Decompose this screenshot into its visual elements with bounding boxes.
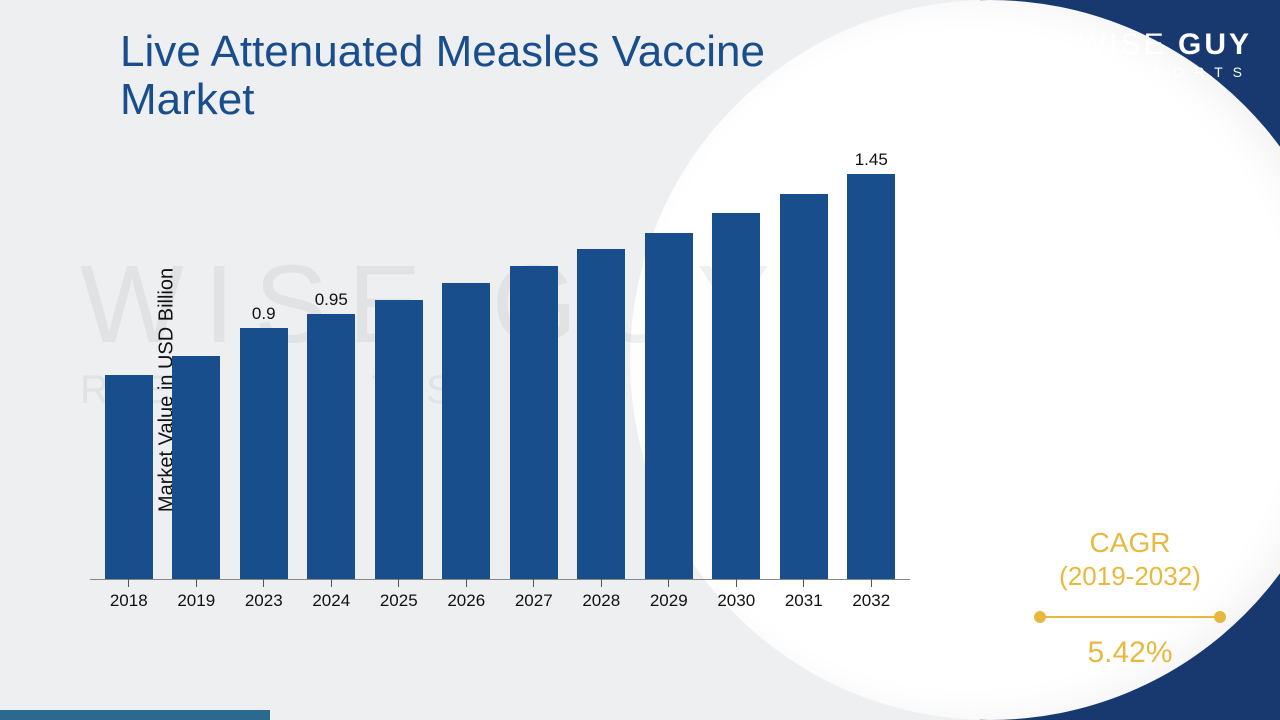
cagr-title: CAGR	[1020, 527, 1240, 559]
bar-wrap: 0.952024	[298, 160, 366, 579]
bar	[375, 300, 423, 579]
bar-wrap: 2027	[500, 160, 568, 579]
bar-wrap: 2026	[433, 160, 501, 579]
x-tick-mark	[533, 579, 534, 587]
bar	[510, 266, 558, 579]
bar-wrap: 2031	[770, 160, 838, 579]
bar-wrap: 2019	[163, 160, 231, 579]
x-tick-mark	[803, 579, 804, 587]
x-tick-mark	[398, 579, 399, 587]
bar-wrap: 2018	[95, 160, 163, 579]
x-tick-mark	[128, 579, 129, 587]
bars-container: 201820190.920230.95202420252026202720282…	[90, 160, 910, 579]
bar	[645, 233, 693, 579]
chart-title: Live Attenuated Measles Vaccine Market	[120, 28, 880, 125]
bar	[577, 249, 625, 579]
x-tick-mark	[196, 579, 197, 587]
x-tick-label: 2018	[110, 591, 148, 611]
x-tick-label: 2027	[515, 591, 553, 611]
x-tick-mark	[871, 579, 872, 587]
brand-guy: GUY	[1178, 28, 1252, 61]
bar-wrap: 1.452032	[838, 160, 906, 579]
brand-logo: WISE GUY REPORTS	[1078, 28, 1252, 80]
x-tick-label: 2029	[650, 591, 688, 611]
x-tick-label: 2024	[312, 591, 350, 611]
x-tick-mark	[263, 579, 264, 587]
bar	[442, 283, 490, 579]
bar-chart: Market Value in USD Billion 201820190.92…	[50, 160, 910, 620]
brand-logo-line2: REPORTS	[1078, 64, 1252, 80]
bar-wrap: 0.92023	[230, 160, 298, 579]
bar-wrap: 2025	[365, 160, 433, 579]
x-tick-label: 2026	[447, 591, 485, 611]
bar	[847, 174, 895, 579]
x-tick-label: 2023	[245, 591, 283, 611]
x-tick-mark	[466, 579, 467, 587]
cagr-value: 5.42%	[1020, 636, 1240, 670]
x-tick-mark	[331, 579, 332, 587]
accent-bar	[0, 710, 270, 720]
x-tick-mark	[736, 579, 737, 587]
x-tick-label: 2031	[785, 591, 823, 611]
bar	[780, 194, 828, 579]
bar	[240, 328, 288, 579]
x-tick-label: 2030	[717, 591, 755, 611]
x-tick-label: 2025	[380, 591, 418, 611]
x-tick-label: 2019	[177, 591, 215, 611]
x-tick-mark	[668, 579, 669, 587]
bar	[712, 213, 760, 579]
brand-logo-line1: WISE GUY	[1078, 28, 1252, 62]
brand-head-icon	[985, 26, 1065, 116]
brand-wise: WISE	[1078, 28, 1167, 61]
bar-value-label: 0.9	[252, 304, 276, 324]
bar	[307, 314, 355, 579]
cagr-period: (2019-2032)	[1020, 561, 1240, 592]
bar-value-label: 1.45	[855, 150, 888, 170]
x-tick-label: 2028	[582, 591, 620, 611]
cagr-divider	[1040, 616, 1220, 618]
x-tick-label: 2032	[852, 591, 890, 611]
bar-wrap: 2030	[703, 160, 771, 579]
plot-area: 201820190.920230.95202420252026202720282…	[90, 160, 910, 580]
bar-wrap: 2029	[635, 160, 703, 579]
bar-wrap: 2028	[568, 160, 636, 579]
cagr-block: CAGR (2019-2032) 5.42%	[1020, 527, 1240, 670]
bar-value-label: 0.95	[315, 290, 348, 310]
bar	[172, 356, 220, 579]
page-root: WISE GUY REPORTS Live Attenuated Measles…	[0, 0, 1280, 720]
bar	[105, 375, 153, 579]
x-tick-mark	[601, 579, 602, 587]
